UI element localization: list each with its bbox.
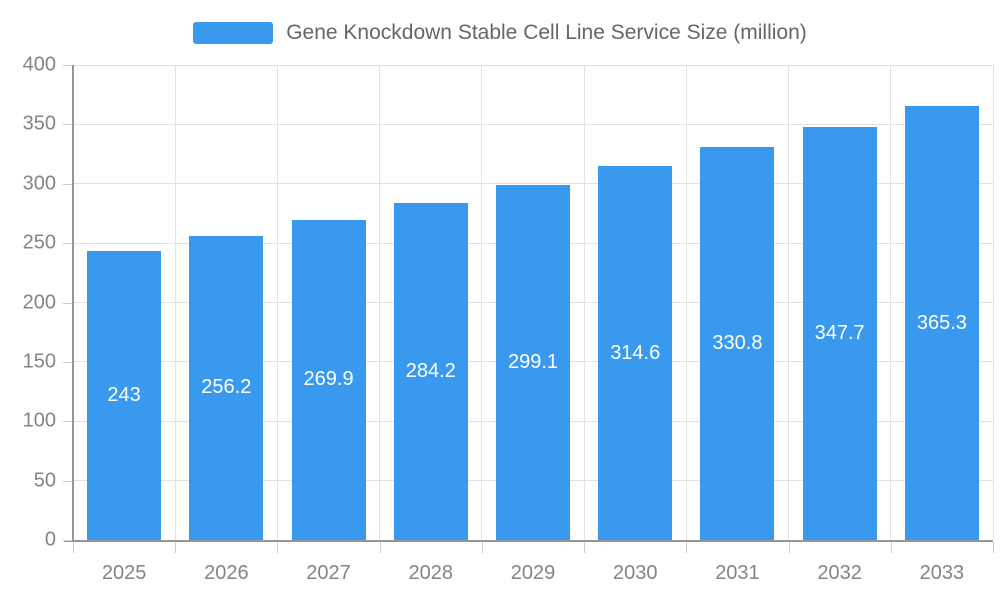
bar[interactable]: 299.1 (496, 184, 570, 540)
x-tick-mark (584, 542, 586, 553)
bar[interactable]: 347.7 (802, 127, 877, 540)
bar-value-label: 330.8 (712, 332, 763, 355)
v-gridline (481, 65, 483, 540)
legend-swatch[interactable] (193, 22, 274, 44)
legend: Gene Knockdown Stable Cell Line Service … (0, 21, 1000, 45)
y-tick-mark (63, 540, 72, 541)
y-tick-mark (63, 183, 72, 185)
v-gridline (788, 65, 790, 540)
y-tick-label: 200 (22, 291, 56, 313)
x-tick-label: 2032 (817, 562, 862, 584)
x-tick-label: 2027 (306, 562, 351, 584)
x-tick-mark (481, 542, 483, 553)
h-gridline (73, 123, 993, 125)
bar[interactable]: 256.2 (189, 235, 264, 540)
y-tick-mark (63, 65, 72, 66)
v-gridline (685, 65, 687, 540)
x-tick-mark (993, 542, 994, 553)
bar-value-label: 314.6 (610, 341, 661, 364)
bar[interactable]: 365.3 (904, 106, 979, 540)
x-axis-labels: 2025 2026 2027 2028 2029 2030 2031 2032 2033 (73, 562, 993, 590)
x-tick-mark (175, 542, 177, 553)
bar[interactable]: 284.2 (393, 202, 468, 540)
y-tick-label: 50 (33, 469, 56, 492)
h-gridline (73, 183, 993, 185)
bar-value-label: 256.2 (201, 376, 252, 399)
x-tick-mark (73, 542, 74, 553)
y-axis-labels: 0 50 100 150 200 250 300 350 400 (0, 54, 56, 551)
y-tick-label: 150 (22, 350, 56, 373)
x-tick-mark (277, 542, 279, 553)
x-axis-line (64, 540, 993, 542)
bar-value-label: 347.7 (814, 322, 865, 345)
x-tick-label: 2033 (919, 562, 965, 584)
bar[interactable]: 314.6 (598, 166, 673, 540)
x-tick-label: 2028 (408, 562, 454, 584)
x-tick-mark (788, 542, 790, 553)
x-tick-label: 2031 (715, 562, 760, 584)
y-tick-mark (63, 480, 72, 482)
x-tick-label: 2029 (510, 562, 556, 584)
y-tick-mark (63, 302, 72, 304)
bar[interactable]: 269.9 (291, 219, 366, 540)
bar-value-label: 299.1 (507, 350, 559, 373)
chart-title[interactable]: Gene Knockdown Stable Cell Line Service … (286, 21, 807, 44)
v-gridline (890, 65, 892, 540)
y-tick-label: 350 (22, 112, 56, 135)
x-tick-mark (686, 542, 688, 553)
h-gridline (73, 64, 993, 66)
y-axis-line (72, 65, 74, 540)
y-tick-mark (63, 124, 72, 126)
bar-value-label: 284.2 (405, 359, 456, 382)
x-tick-mark (379, 542, 381, 553)
x-tick-label: 2030 (612, 562, 658, 584)
v-gridline (992, 65, 994, 540)
plot-area: 243 256.2 269.9 284.2 299.1 314.6 330.8 347.7 36… (73, 64, 994, 540)
v-gridline (379, 65, 381, 540)
y-tick-label: 0 (44, 528, 56, 551)
x-tick-mark (890, 542, 892, 553)
y-tick-label: 300 (22, 172, 56, 195)
y-tick-label: 400 (22, 53, 56, 76)
y-tick-label: 100 (22, 409, 56, 432)
bar-value-label: 365.3 (916, 311, 967, 334)
v-gridline (174, 65, 176, 540)
y-tick-mark (63, 243, 72, 245)
x-tick-label: 2026 (204, 562, 249, 584)
v-gridline (583, 65, 585, 540)
y-tick-mark (63, 421, 72, 423)
bar-value-label: 269.9 (303, 368, 354, 391)
x-tick-label: 2025 (101, 562, 147, 584)
y-tick-mark (63, 361, 72, 363)
bar[interactable]: 243 (87, 251, 162, 540)
bar-value-label: 243 (107, 384, 141, 407)
y-tick-label: 250 (22, 231, 56, 254)
v-gridline (276, 65, 278, 540)
bar[interactable]: 330.8 (700, 147, 775, 540)
